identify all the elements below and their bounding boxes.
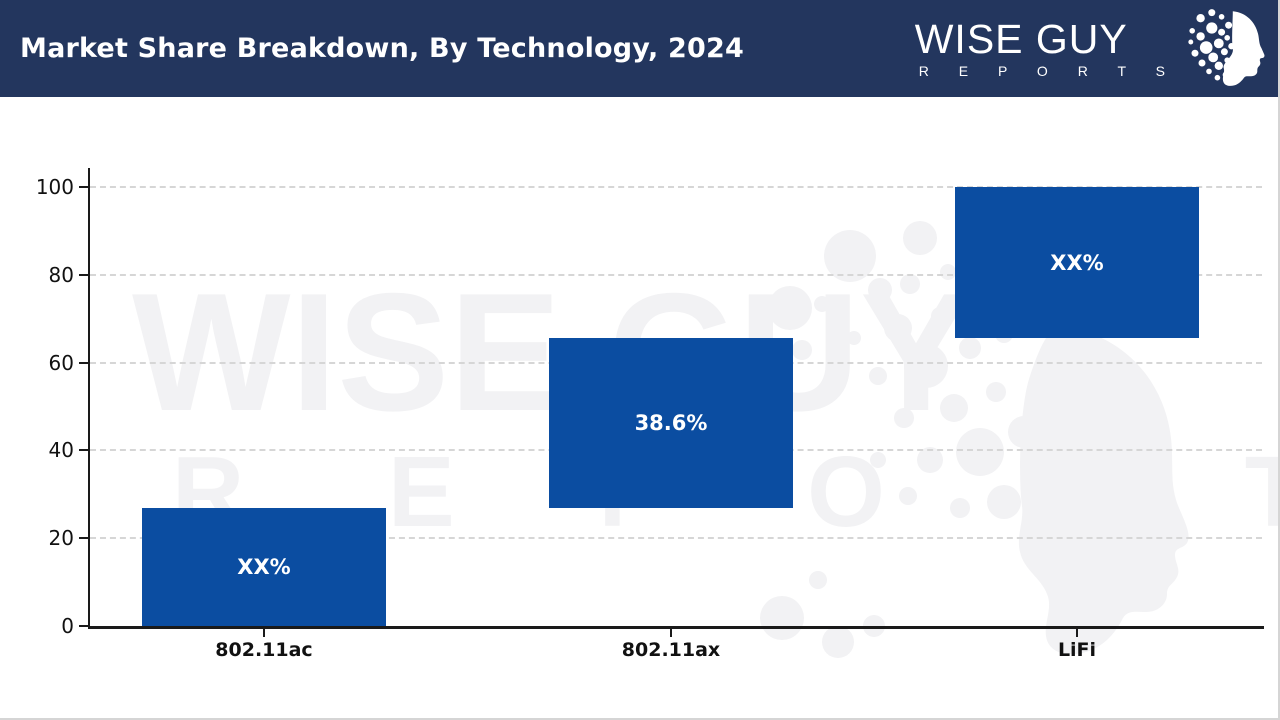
- y-tick-mark-40: [79, 449, 88, 452]
- logo-face-icon: [1188, 8, 1265, 86]
- y-tick-mark-100: [79, 186, 88, 188]
- brand-logo-text: WISE GUY R E P O R T S: [914, 16, 1178, 79]
- y-tick-mark-60: [79, 361, 88, 364]
- y-tick-label-100: 100: [35, 175, 74, 199]
- y-tick-label-60: 60: [48, 350, 74, 375]
- y-tick-mark-20: [79, 537, 88, 540]
- gridline-100: [90, 186, 1262, 188]
- bar-802.11ac: XX%: [142, 507, 386, 626]
- x-tick-mark-802.11ax: [670, 629, 672, 637]
- bar-802.11ax: 38.6%: [549, 338, 793, 508]
- brand-logo: WISE GUY R E P O R T S: [915, 7, 1266, 91]
- gridline-20: [90, 537, 1262, 540]
- y-tick-label-20: 20: [48, 526, 74, 551]
- y-tick-label-0: 0: [61, 614, 74, 638]
- bar-value-label: XX%: [1050, 250, 1104, 275]
- y-tick-mark-80: [79, 273, 88, 276]
- bar-value-label: XX%: [237, 554, 291, 579]
- bar-LiFi: XX%: [955, 187, 1199, 339]
- page-title: Market Share Breakdown, By Technology, 2…: [20, 33, 745, 64]
- x-tick-mark-LiFi: [1076, 629, 1078, 637]
- y-tick-label-40: 40: [48, 438, 74, 463]
- bar-value-label: 38.6%: [634, 411, 708, 436]
- x-category-label-802.11ax: 802.11ax: [621, 639, 721, 661]
- x-category-label-802.11ac: 802.11ac: [215, 639, 313, 661]
- logo-subtext: R E P O R T S: [918, 63, 1178, 79]
- x-tick-mark-802.11ac: [263, 629, 265, 637]
- y-axis-line: [88, 168, 90, 628]
- y-tick-mark-0: [79, 625, 88, 627]
- watermark-face-icon: [760, 221, 1189, 658]
- logo-wordmark: WISE GUY: [914, 16, 1128, 62]
- x-category-label-LiFi: LiFi: [1057, 639, 1097, 661]
- x-axis-line: [88, 626, 1264, 629]
- gridline-80: [90, 273, 1262, 276]
- y-tick-label-80: 80: [48, 262, 74, 287]
- header: Market Share Breakdown, By Technology, 2…: [0, 0, 1278, 97]
